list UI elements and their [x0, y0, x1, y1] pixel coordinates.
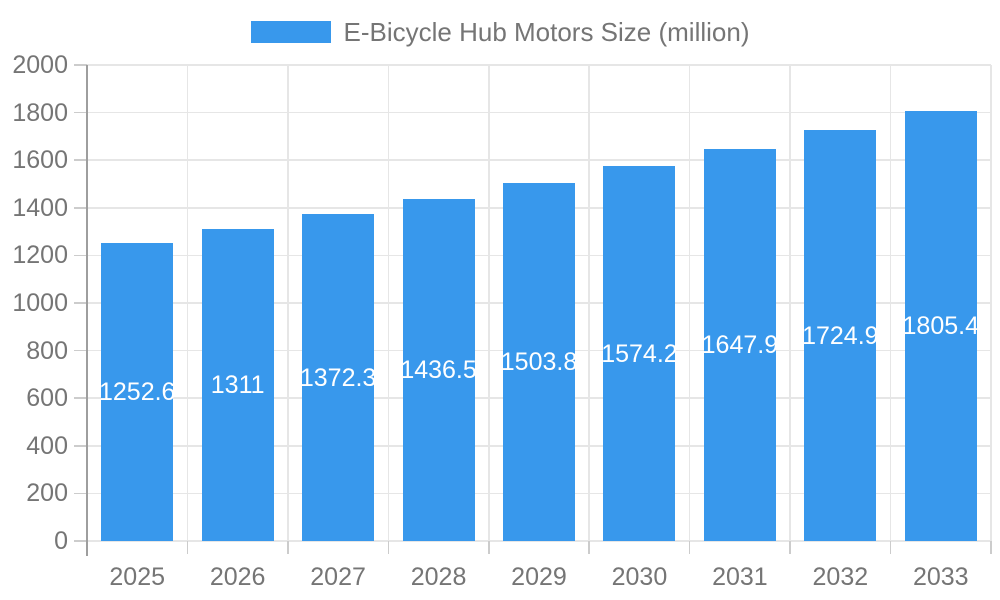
x-axis-tick-label: 2025 — [109, 563, 166, 591]
bar[interactable] — [101, 242, 174, 541]
y-gridline — [87, 540, 991, 542]
y-axis-line — [86, 65, 88, 556]
x-tick-mark — [889, 541, 892, 554]
y-tick-mark — [74, 207, 87, 209]
bar-value-label: 1574.2 — [601, 339, 678, 368]
x-axis-tick-label: 2028 — [410, 563, 467, 591]
y-tick-mark — [74, 492, 87, 495]
chart-legend: E-Bicycle Hub Motors Size (million) — [0, 17, 1000, 47]
x-axis-tick-label: 2032 — [812, 563, 869, 591]
bar-value-label: 1372.3 — [299, 363, 377, 392]
x-gridline — [688, 65, 691, 541]
x-gridline — [588, 65, 590, 541]
x-axis-tick-label: 2027 — [310, 563, 366, 591]
bar-value-label: 1436.5 — [400, 356, 477, 385]
y-tick-mark — [74, 540, 87, 542]
x-gridline — [889, 65, 892, 541]
bar[interactable] — [503, 183, 575, 541]
bar[interactable] — [703, 148, 776, 541]
legend-swatch — [250, 21, 331, 43]
y-axis-tick-label: 1600 — [12, 146, 68, 175]
legend-label: E-Bicycle Hub Motors Size (million) — [343, 16, 750, 47]
bar[interactable] — [201, 228, 274, 541]
x-tick-mark — [488, 541, 490, 554]
x-axis-tick-label: 2033 — [912, 563, 969, 591]
y-tick-mark — [74, 254, 87, 257]
y-axis-tick-label: 0 — [54, 527, 68, 555]
y-axis-tick-label: 1000 — [12, 289, 68, 317]
y-axis-tick-label: 1800 — [12, 98, 68, 127]
x-gridline — [387, 65, 390, 541]
y-axis-tick-label: 1400 — [12, 193, 68, 222]
x-axis-tick-label: 2030 — [611, 563, 668, 591]
y-axis-tick-label: 2000 — [12, 51, 68, 79]
x-tick-mark — [287, 541, 289, 554]
bar[interactable] — [603, 166, 676, 541]
x-tick-mark — [387, 541, 390, 554]
y-gridline — [87, 64, 991, 66]
x-gridline — [488, 65, 490, 541]
y-tick-mark — [74, 397, 87, 399]
x-gridline — [789, 65, 791, 541]
y-tick-mark — [74, 349, 87, 352]
x-axis-tick-label: 2029 — [511, 563, 567, 591]
x-tick-mark — [990, 541, 992, 554]
y-gridline — [87, 159, 991, 161]
y-tick-mark — [74, 302, 87, 304]
x-gridline — [287, 65, 289, 541]
x-gridline — [990, 65, 992, 541]
bar-value-label: 1647.9 — [701, 330, 779, 359]
y-axis-tick-label: 1200 — [12, 241, 68, 270]
y-axis-tick-label: 200 — [26, 479, 68, 508]
x-tick-mark — [588, 541, 590, 554]
bar[interactable] — [302, 214, 375, 541]
bar-value-label: 1503.8 — [500, 348, 578, 377]
x-tick-mark — [186, 541, 189, 554]
bar[interactable] — [804, 130, 877, 541]
y-axis-tick-label: 800 — [26, 336, 68, 365]
x-axis-tick-label: 2026 — [209, 563, 266, 591]
y-axis-tick-label: 400 — [26, 431, 68, 460]
y-tick-mark — [74, 159, 87, 161]
bar-value-label: 1805.4 — [902, 312, 979, 341]
y-gridline — [87, 111, 991, 114]
bar[interactable] — [402, 199, 475, 541]
y-tick-mark — [74, 445, 87, 447]
bar-value-label: 1311 — [210, 370, 265, 399]
y-tick-mark — [74, 111, 87, 114]
x-tick-mark — [789, 541, 791, 554]
y-tick-mark — [74, 64, 87, 66]
x-axis-tick-label: 2031 — [712, 563, 768, 591]
x-gridline — [186, 65, 189, 541]
y-axis-tick-label: 600 — [26, 384, 68, 413]
bar[interactable] — [904, 111, 977, 541]
bar-value-label: 1252.6 — [98, 377, 176, 406]
bar-value-label: 1724.9 — [802, 321, 879, 350]
x-tick-mark — [688, 541, 691, 554]
